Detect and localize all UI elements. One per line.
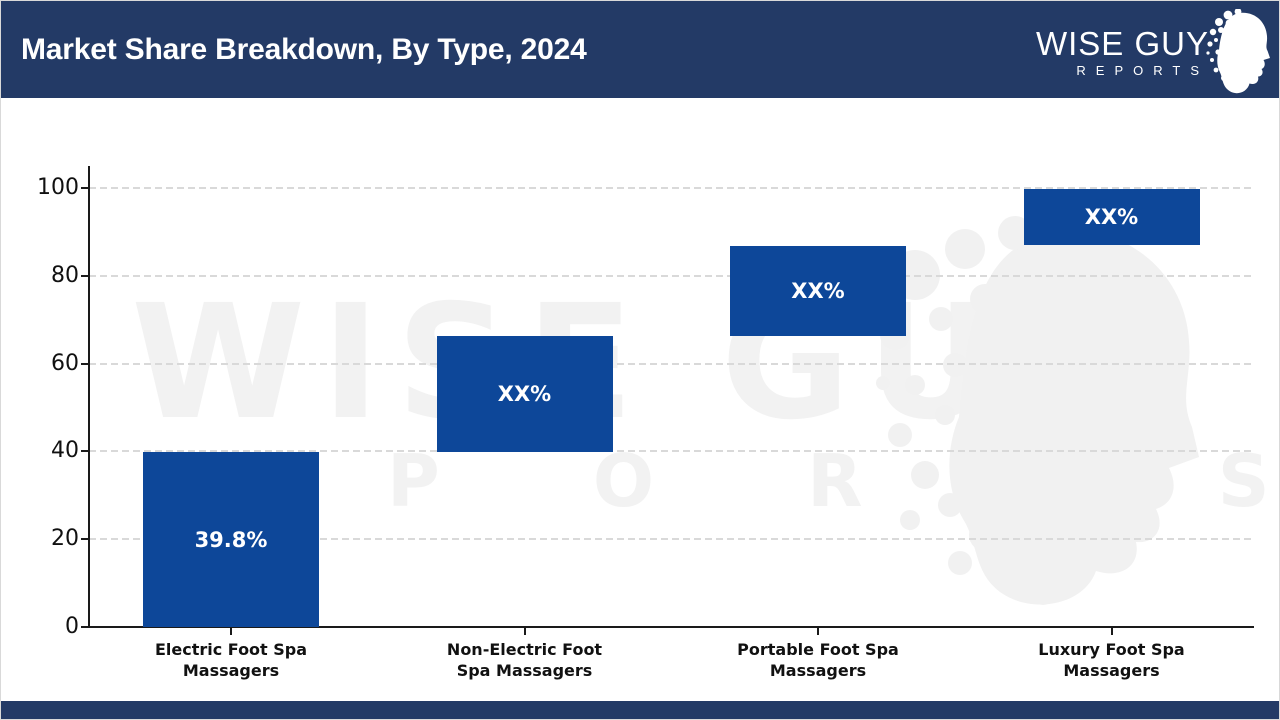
footer-bar [1,701,1279,719]
y-tick-mark [81,626,89,628]
watermark-head-icon [870,216,1199,605]
y-tick-label: 0 [65,614,79,639]
gridline [89,362,1254,365]
x-category-label: Non-Electric Foot Spa Massagers [400,639,650,681]
y-tick-label: 40 [51,438,79,464]
bar-segment [1023,188,1200,246]
wise-guy-head-icon [1206,9,1270,94]
x-tick-mark [817,627,819,635]
bar-segment [143,452,319,627]
gridline [89,187,1254,189]
x-category-label: Electric Foot Spa Massagers [106,639,356,681]
bar-value-label: XX% [1084,204,1139,229]
logo-wordmark: WISE GUY [1035,25,1209,62]
y-tick-label: 100 [37,175,79,200]
bar-value-label: XX% [497,382,552,407]
y-tick-mark [81,187,89,189]
x-category-line: Electric Foot Spa [154,640,308,659]
x-category-line: Massagers [1063,661,1160,680]
bar-value-label: 39.8% [194,527,268,552]
y-tick-label: 20 [51,526,79,552]
wise-guy-reports-logo: WISE GUY REPORTS [1007,5,1275,94]
x-category-line: Luxury Foot Spa [1038,640,1185,659]
x-category-line: Portable Foot Spa [737,640,899,659]
x-category-line: Massagers [769,661,867,680]
logo-text: WISE GUY REPORTS [1036,27,1209,79]
x-category-line: Non-Electric Foot [446,640,603,659]
y-tick-mark [81,274,89,277]
gridline [89,274,1254,277]
x-tick-mark [1110,627,1113,635]
bar-segment [436,336,613,453]
header-bar: Market Share Breakdown, By Type, 2024 WI… [1,1,1279,98]
x-category-line: Massagers [182,661,280,680]
bar-value-label: XX% [791,279,845,304]
bar-segment [730,246,906,337]
x-axis-line [88,626,1254,628]
gridline [89,538,1254,541]
y-tick-mark [81,450,89,453]
gridline [89,450,1254,453]
y-tick-label: 60 [51,350,79,376]
x-tick-mark [230,627,232,635]
x-category-label: Luxury Foot Spa Massagers [987,639,1237,681]
y-tick-label: 80 [51,262,79,288]
page-title: Market Share Breakdown, By Type, 2024 [21,32,587,66]
y-tick-mark [81,362,89,365]
x-category-line: Spa Massagers [456,661,593,680]
logo-subtitle: REPORTS [1076,63,1209,78]
x-tick-mark [523,627,526,635]
x-category-label: Portable Foot Spa Massagers [693,639,943,681]
y-tick-mark [81,538,89,541]
y-axis-line [88,166,90,628]
